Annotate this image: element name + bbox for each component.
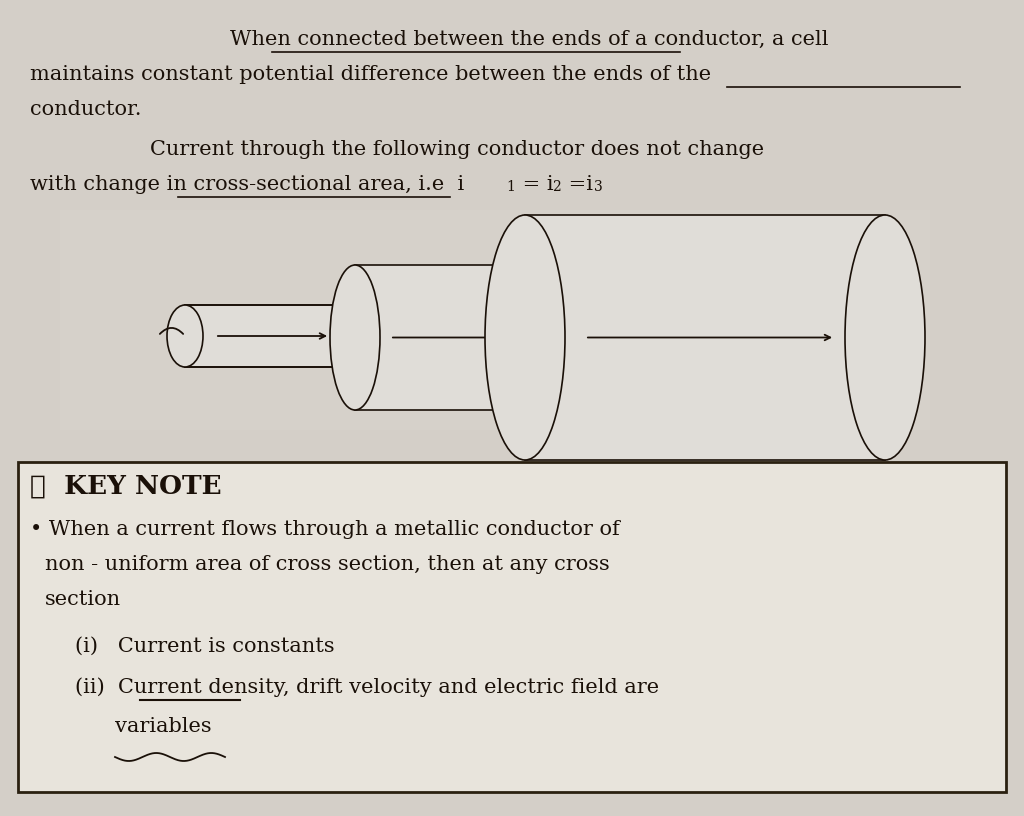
Ellipse shape (505, 265, 555, 410)
Ellipse shape (342, 305, 378, 367)
Ellipse shape (167, 305, 203, 367)
Ellipse shape (485, 215, 565, 460)
Text: non - uniform area of cross section, then at any cross: non - uniform area of cross section, the… (45, 555, 609, 574)
Text: 3: 3 (856, 344, 863, 353)
Text: 1: 1 (506, 180, 515, 194)
Ellipse shape (330, 265, 380, 410)
Text: • When a current flows through a metallic conductor of: • When a current flows through a metalli… (30, 520, 620, 539)
Bar (355, 265, 530, 410)
Bar (525, 215, 885, 460)
Text: 1: 1 (348, 342, 355, 352)
Text: ✦  KEY NOTE: ✦ KEY NOTE (30, 474, 221, 499)
Text: (ii)  Current density, drift velocity and electric field are: (ii) Current density, drift velocity and… (75, 677, 659, 697)
Text: Current through the following conductor does not change: Current through the following conductor … (150, 140, 764, 159)
Text: maintains constant potential difference between the ends of the: maintains constant potential difference … (30, 65, 711, 84)
Text: =i: =i (562, 175, 593, 194)
Text: 2: 2 (518, 344, 525, 353)
Text: 3: 3 (594, 180, 603, 194)
Text: variables: variables (115, 717, 212, 736)
Text: 2: 2 (552, 180, 561, 194)
Text: section: section (45, 590, 121, 609)
FancyBboxPatch shape (18, 462, 1006, 792)
Text: i: i (338, 338, 343, 352)
Text: with change in cross-sectional area, i.e  i: with change in cross-sectional area, i.e… (30, 175, 464, 194)
Text: i: i (508, 339, 513, 353)
Text: = i: = i (516, 175, 554, 194)
FancyBboxPatch shape (60, 210, 930, 430)
Text: conductor.: conductor. (30, 100, 141, 119)
Bar (185, 305, 360, 367)
Text: i: i (845, 339, 850, 353)
Text: (i)   Current is constants: (i) Current is constants (75, 637, 335, 656)
Ellipse shape (845, 215, 925, 460)
Text: When connected between the ends of a conductor, a cell: When connected between the ends of a con… (230, 30, 828, 49)
